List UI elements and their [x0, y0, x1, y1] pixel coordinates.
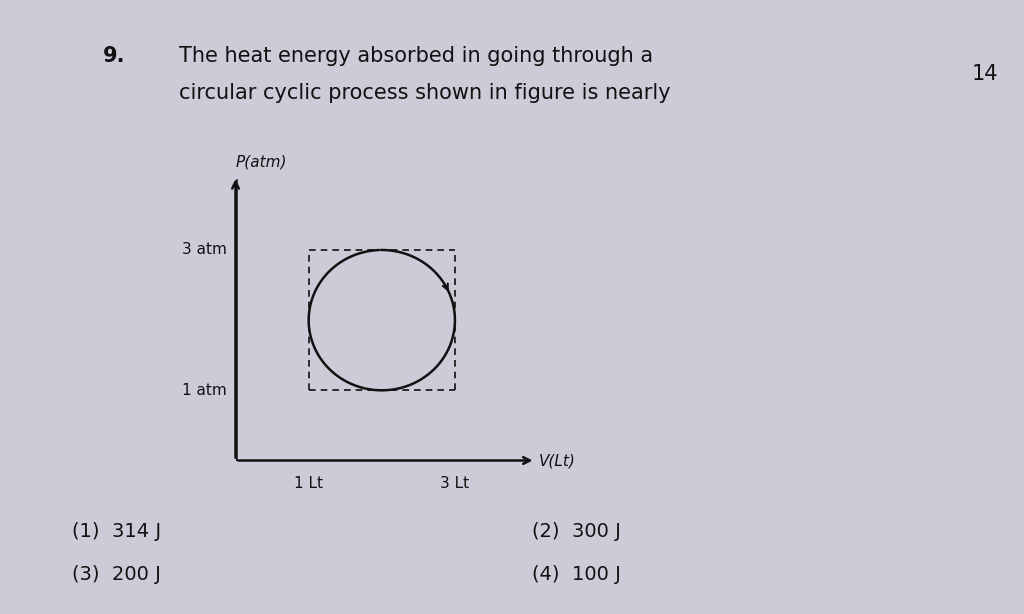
Text: circular cyclic process shown in figure is nearly: circular cyclic process shown in figure …	[179, 83, 671, 103]
Text: P(atm): P(atm)	[236, 154, 287, 169]
Text: 14: 14	[972, 64, 998, 85]
Text: (4)  100 J: (4) 100 J	[532, 565, 622, 583]
Text: (2)  300 J: (2) 300 J	[532, 522, 622, 540]
Text: 9.: 9.	[102, 46, 125, 66]
Text: 3 Lt: 3 Lt	[440, 476, 470, 491]
Text: V(Lt): V(Lt)	[539, 453, 575, 468]
Text: The heat energy absorbed in going through a: The heat energy absorbed in going throug…	[179, 46, 653, 66]
Text: (1)  314 J: (1) 314 J	[72, 522, 161, 540]
Text: 3 atm: 3 atm	[182, 243, 226, 257]
Text: 1 atm: 1 atm	[182, 383, 226, 398]
Text: (3)  200 J: (3) 200 J	[72, 565, 161, 583]
Text: 1 Lt: 1 Lt	[294, 476, 324, 491]
